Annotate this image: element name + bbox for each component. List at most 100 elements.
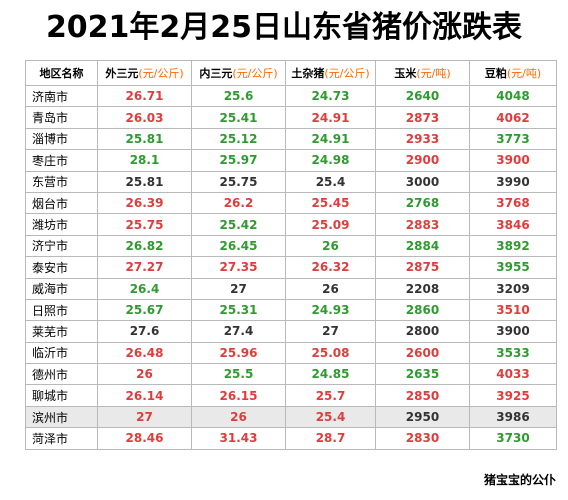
price-table: 地区名称 外三元(元/公斤) 内三元(元/公斤) 土杂猪(元/公斤) 玉米(元/… — [25, 60, 557, 450]
region-name-cell: 青岛市 — [25, 106, 98, 129]
price-cell: 3900 — [469, 320, 557, 343]
price-cell: 25.75 — [191, 170, 286, 193]
region-name-cell: 烟台市 — [25, 191, 98, 215]
price-cell: 25.97 — [191, 149, 286, 172]
price-cell: 25.81 — [97, 170, 192, 193]
column-header-waisanyuan: 外三元(元/公斤) — [97, 60, 192, 86]
price-cell: 25.42 — [191, 213, 286, 236]
table-row: 威海市 26.4 27 26 2208 3209 — [25, 277, 557, 300]
price-cell: 27.4 — [191, 320, 286, 343]
price-cell: 27 — [191, 277, 286, 300]
price-cell: 31.43 — [191, 427, 286, 450]
price-cell: 24.91 — [285, 106, 376, 129]
price-cell: 28.7 — [285, 427, 376, 450]
column-header-corn: 玉米(元/吨) — [375, 60, 470, 86]
price-cell: 2873 — [375, 106, 470, 129]
price-cell: 27.35 — [191, 256, 286, 279]
price-cell: 25.96 — [191, 341, 286, 365]
region-name-cell: 德州市 — [25, 363, 98, 386]
price-cell: 25.4 — [285, 405, 376, 429]
price-cell: 26.71 — [97, 84, 192, 108]
price-cell: 3955 — [469, 256, 557, 279]
price-cell: 2860 — [375, 298, 470, 322]
column-header-neisanyuan: 内三元(元/公斤) — [191, 60, 286, 86]
table-row: 聊城市 26.14 26.15 25.7 2850 3925 — [25, 384, 557, 407]
price-cell: 25.41 — [191, 106, 286, 129]
region-name-cell: 临沂市 — [25, 341, 98, 365]
price-cell: 2640 — [375, 84, 470, 108]
price-cell: 28.1 — [97, 149, 192, 172]
table-row: 日照市 25.67 25.31 24.93 2860 3510 — [25, 298, 557, 322]
price-cell: 27 — [285, 320, 376, 343]
price-cell: 24.93 — [285, 298, 376, 322]
price-cell: 26.2 — [191, 191, 286, 215]
price-cell: 4033 — [469, 363, 557, 386]
region-name-cell: 济南市 — [25, 84, 98, 108]
region-name-cell: 泰安市 — [25, 256, 98, 279]
price-cell: 2933 — [375, 127, 470, 151]
table-row: 枣庄市 28.1 25.97 24.98 2900 3900 — [25, 149, 557, 172]
price-cell: 28.46 — [97, 427, 192, 450]
price-cell: 26 — [285, 277, 376, 300]
price-cell: 26.32 — [285, 256, 376, 279]
table-body: 济南市 26.71 25.6 24.73 2640 4048 青岛市 26.03 25.41 24… — [25, 84, 557, 450]
price-cell: 25.45 — [285, 191, 376, 215]
price-cell: 3000 — [375, 170, 470, 193]
price-cell: 2950 — [375, 405, 470, 429]
region-name-cell: 滨州市 — [25, 405, 98, 429]
table-row: 菏泽市 28.46 31.43 28.7 2830 3730 — [25, 427, 557, 450]
price-cell: 26.03 — [97, 106, 192, 129]
price-cell: 4048 — [469, 84, 557, 108]
column-header-soymeal: 豆粕(元/吨) — [469, 60, 557, 86]
region-name-cell: 淄博市 — [25, 127, 98, 151]
region-name-cell: 枣庄市 — [25, 149, 98, 172]
price-cell: 25.31 — [191, 298, 286, 322]
price-cell: 25.09 — [285, 213, 376, 236]
table-row: 济宁市 26.82 26.45 26 2884 3892 — [25, 234, 557, 258]
region-name-cell: 威海市 — [25, 277, 98, 300]
price-cell: 24.91 — [285, 127, 376, 151]
table-row: 临沂市 26.48 25.96 25.08 2600 3533 — [25, 341, 557, 365]
price-cell: 26.45 — [191, 234, 286, 258]
column-header-tuzazhu: 土杂猪(元/公斤) — [285, 60, 376, 86]
region-name-cell: 东营市 — [25, 170, 98, 193]
price-cell: 25.4 — [285, 170, 376, 193]
region-name-cell: 聊城市 — [25, 384, 98, 407]
table-row: 德州市 26 25.5 24.85 2635 4033 — [25, 363, 557, 386]
region-name-cell: 潍坊市 — [25, 213, 98, 236]
price-cell: 2800 — [375, 320, 470, 343]
region-name-cell: 日照市 — [25, 298, 98, 322]
price-cell: 2883 — [375, 213, 470, 236]
price-cell: 25.75 — [97, 213, 192, 236]
page-title: 2021年2月25日山东省猪价涨跌表 — [45, 10, 523, 45]
price-cell: 3773 — [469, 127, 557, 151]
price-cell: 3730 — [469, 427, 557, 450]
price-cell: 24.98 — [285, 149, 376, 172]
author-credit: 猪宝宝的公仆 — [483, 473, 556, 487]
price-cell: 24.85 — [285, 363, 376, 386]
price-cell: 25.5 — [191, 363, 286, 386]
price-cell: 2600 — [375, 341, 470, 365]
price-cell: 26 — [191, 405, 286, 429]
price-cell: 3846 — [469, 213, 557, 236]
table-row: 淄博市 25.81 25.12 24.91 2933 3773 — [25, 127, 557, 151]
price-cell: 2830 — [375, 427, 470, 450]
region-name-cell: 莱芜市 — [25, 320, 98, 343]
price-cell: 26 — [97, 363, 192, 386]
column-header-region: 地区名称 — [25, 60, 98, 86]
table-row: 潍坊市 25.75 25.42 25.09 2883 3846 — [25, 213, 557, 236]
price-cell: 3990 — [469, 170, 557, 193]
price-cell: 27.27 — [97, 256, 192, 279]
price-cell: 25.6 — [191, 84, 286, 108]
price-cell: 25.08 — [285, 341, 376, 365]
price-cell: 25.7 — [285, 384, 376, 407]
price-cell: 26.4 — [97, 277, 192, 300]
price-cell: 2875 — [375, 256, 470, 279]
price-cell: 25.81 — [97, 127, 192, 151]
price-cell: 3533 — [469, 341, 557, 365]
price-cell: 26.14 — [97, 384, 192, 407]
table-row: 青岛市 26.03 25.41 24.91 2873 4062 — [25, 106, 557, 129]
price-cell: 2768 — [375, 191, 470, 215]
price-cell: 4062 — [469, 106, 557, 129]
